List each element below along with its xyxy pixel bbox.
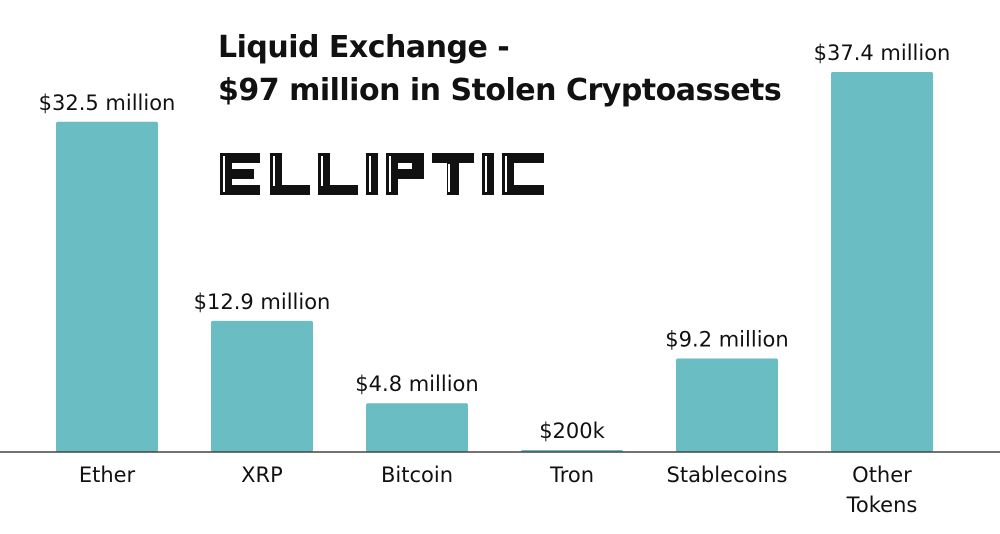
category-label: Tron (549, 463, 594, 487)
chart-subtitle: $97 million in Stolen Cryptoassets (218, 73, 782, 108)
value-label: $12.9 million (194, 290, 331, 314)
value-labels-group: $32.5 million $12.9 million $4.8 million $2… (39, 41, 951, 443)
category-label: Bitcoin (381, 463, 453, 487)
category-label: Stablecoins (667, 463, 788, 487)
category-label: XRP (241, 463, 283, 487)
elliptic-logo-graphic (220, 153, 544, 195)
bar-ether (56, 121, 158, 452)
category-label: Tokens (846, 493, 918, 517)
value-label: $37.4 million (814, 41, 951, 65)
value-label: $4.8 million (355, 372, 478, 396)
category-label: Ether (79, 463, 136, 487)
category-labels-group: Ether XRP Bitcoin Tron Stablecoins Other Token… (79, 463, 918, 517)
bar-xrp (211, 320, 313, 452)
bar-other-tokens (831, 72, 933, 452)
bar-bitcoin (366, 403, 468, 452)
elliptic-logo (220, 150, 565, 204)
value-label: $9.2 million (665, 328, 788, 352)
category-label: Other (852, 463, 912, 487)
bars-group (56, 72, 933, 452)
chart-title: Liquid Exchange - (218, 30, 510, 65)
bar-stablecoins (676, 358, 778, 452)
value-label: $32.5 million (39, 91, 176, 115)
value-label: $200k (539, 419, 605, 443)
